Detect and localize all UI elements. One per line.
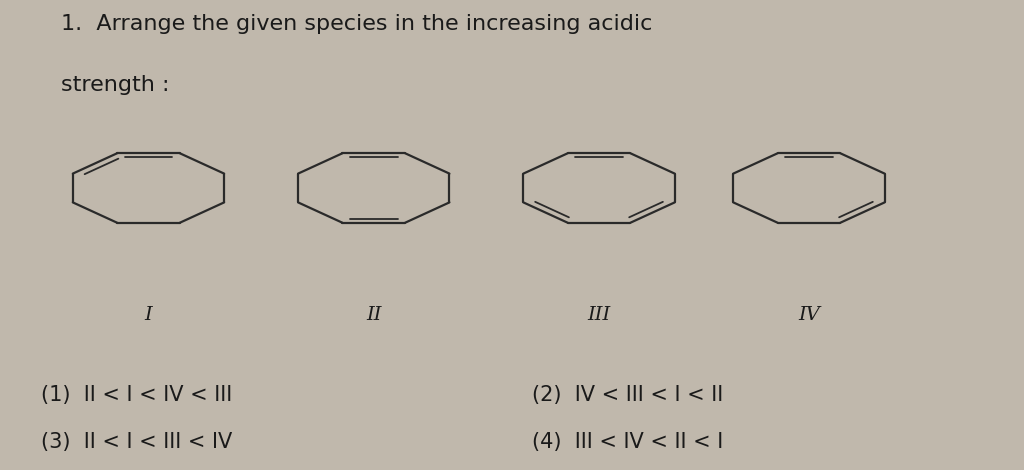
Text: 1.  Arrange the given species in the increasing acidic: 1. Arrange the given species in the incr… xyxy=(61,14,653,34)
Text: II: II xyxy=(366,306,382,324)
Text: I: I xyxy=(144,306,153,324)
Text: (2)  IV < III < I < II: (2) IV < III < I < II xyxy=(532,385,724,405)
Text: (1)  II < I < IV < III: (1) II < I < IV < III xyxy=(41,385,232,405)
Text: (4)  III < IV < II < I: (4) III < IV < II < I xyxy=(532,432,724,452)
Text: strength :: strength : xyxy=(61,75,170,95)
Text: III: III xyxy=(588,306,610,324)
Text: (3)  II < I < III < IV: (3) II < I < III < IV xyxy=(41,432,232,452)
Text: IV: IV xyxy=(798,306,820,324)
